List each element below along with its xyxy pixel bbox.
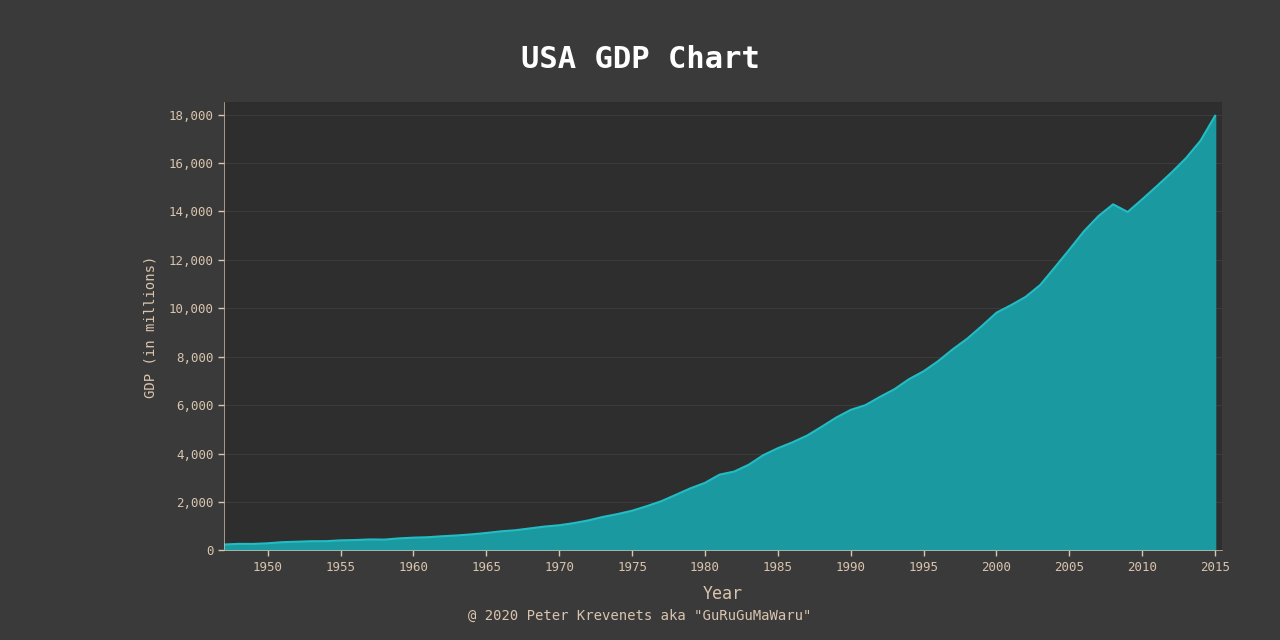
X-axis label: Year: Year (703, 585, 744, 603)
Y-axis label: GDP (in millions): GDP (in millions) (143, 255, 157, 397)
Text: @ 2020 Peter Krevenets aka "GuRuGuMaWaru": @ 2020 Peter Krevenets aka "GuRuGuMaWaru… (468, 609, 812, 623)
Text: USA GDP Chart: USA GDP Chart (521, 45, 759, 74)
